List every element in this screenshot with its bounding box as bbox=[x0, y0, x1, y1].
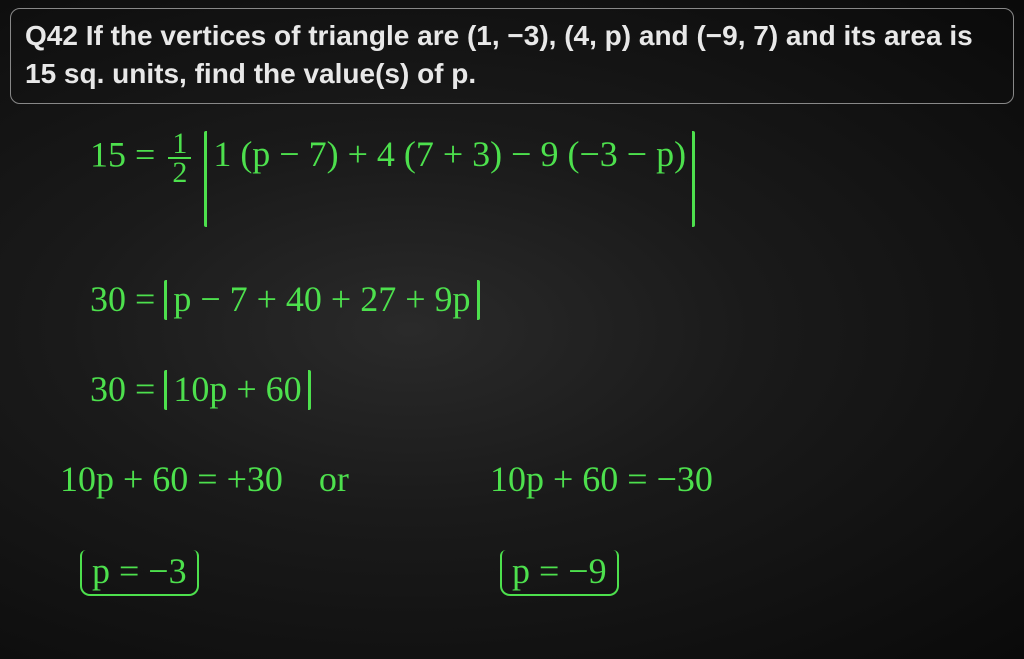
work-line-2: 30 = p − 7 + 40 + 27 + 9p bbox=[90, 280, 480, 320]
frac-num: 1 bbox=[168, 130, 191, 159]
fraction-half: 1 2 bbox=[168, 130, 191, 186]
or-label: or bbox=[319, 459, 349, 499]
answer-left: p = −3 bbox=[80, 550, 199, 596]
ans-right: p = −9 bbox=[512, 551, 607, 591]
line2-lhs: 30 = bbox=[90, 279, 155, 319]
abs-bars: 10p + 60 bbox=[164, 370, 310, 410]
line1-abs: 1 (p − 7) + 4 (7 + 3) − 9 (−3 − p) bbox=[213, 134, 686, 174]
ans-left: p = −3 bbox=[92, 551, 187, 591]
line3-abs: 10p + 60 bbox=[173, 369, 301, 409]
question-text: If the vertices of triangle are (1, −3),… bbox=[25, 20, 973, 89]
abs-bars: p − 7 + 40 + 27 + 9p bbox=[164, 280, 479, 320]
line1-lhs: 15 = bbox=[90, 134, 155, 174]
eq-right: 10p + 60 = −30 bbox=[490, 459, 713, 499]
frac-den: 2 bbox=[168, 159, 191, 186]
answer-right: p = −9 bbox=[500, 550, 619, 596]
eq-left: 10p + 60 = +30 bbox=[60, 459, 283, 499]
line3-lhs: 30 = bbox=[90, 369, 155, 409]
boxed-answer: p = −9 bbox=[500, 550, 619, 596]
work-line-3: 30 = 10p + 60 bbox=[90, 370, 311, 410]
line2-abs: p − 7 + 40 + 27 + 9p bbox=[173, 279, 470, 319]
question-number: Q42 bbox=[25, 20, 78, 51]
work-line-4-left: 10p + 60 = +30 or bbox=[60, 460, 349, 500]
work-line-1: 15 = 1 2 1 (p − 7) + 4 (7 + 3) − 9 (−3 −… bbox=[90, 130, 695, 227]
question-box: Q42 If the vertices of triangle are (1, … bbox=[10, 8, 1014, 104]
boxed-answer: p = −3 bbox=[80, 550, 199, 596]
work-line-4-right: 10p + 60 = −30 bbox=[490, 460, 713, 500]
abs-bars: 1 (p − 7) + 4 (7 + 3) − 9 (−3 − p) bbox=[204, 131, 695, 227]
